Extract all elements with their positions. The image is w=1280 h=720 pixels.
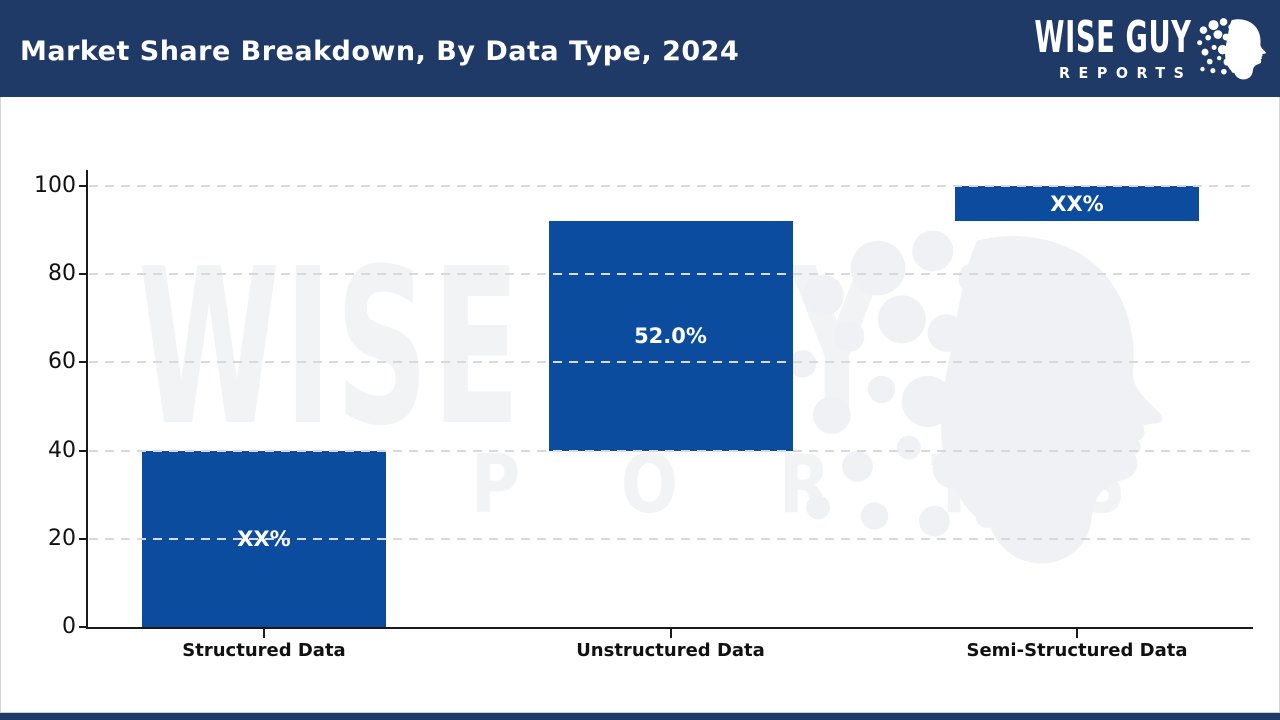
brand-reports-label: REPORTS	[1058, 64, 1192, 82]
bar-value-label: XX%	[1050, 191, 1104, 216]
x-axis-category-label: Structured Data	[182, 640, 346, 661]
y-axis-tick	[79, 185, 88, 187]
y-axis-tick-label: 60	[48, 349, 76, 375]
brand-logo: WISE GUY REPORTS	[938, 4, 1272, 94]
y-axis-tick	[79, 361, 88, 364]
x-axis-category-label: Unstructured Data	[576, 640, 765, 661]
x-axis-tick	[1076, 629, 1078, 638]
y-axis-tick-label: 0	[62, 614, 76, 639]
x-axis-tick	[263, 629, 265, 638]
y-axis-tick-label: 80	[48, 261, 76, 287]
brand-wordmark: WISE GUY	[1034, 12, 1192, 63]
y-axis-tick	[79, 273, 88, 276]
y-axis-tick	[79, 537, 88, 540]
x-axis-line	[86, 627, 1253, 629]
x-axis-tick	[669, 629, 672, 638]
footer-bar	[0, 713, 1280, 720]
y-axis-tick-label: 20	[48, 525, 76, 551]
gridline	[89, 537, 1253, 540]
gridline	[89, 449, 1253, 452]
footer-divider	[0, 712, 1280, 713]
gridline	[89, 273, 1253, 276]
y-axis-tick	[79, 626, 88, 628]
x-axis-category-label: Semi-Structured Data	[966, 640, 1188, 661]
y-axis-tick	[79, 449, 88, 452]
gridline	[89, 185, 1253, 187]
bar-value-label: 52.0%	[634, 323, 707, 348]
bar-segment: 52.0%	[548, 221, 793, 451]
gridline	[89, 361, 1253, 364]
bar-segment: XX%	[955, 186, 1199, 222]
header-bar: Market Share Breakdown, By Data Type, 20…	[0, 0, 1280, 97]
y-axis-tick-label: 100	[34, 173, 76, 198]
brand-text: WISE GUY REPORTS	[938, 12, 1192, 83]
y-axis-line	[86, 170, 88, 629]
brand-head-icon	[1194, 6, 1272, 92]
y-axis-tick-label: 40	[48, 437, 76, 463]
page-title: Market Share Breakdown, By Data Type, 20…	[20, 36, 740, 67]
